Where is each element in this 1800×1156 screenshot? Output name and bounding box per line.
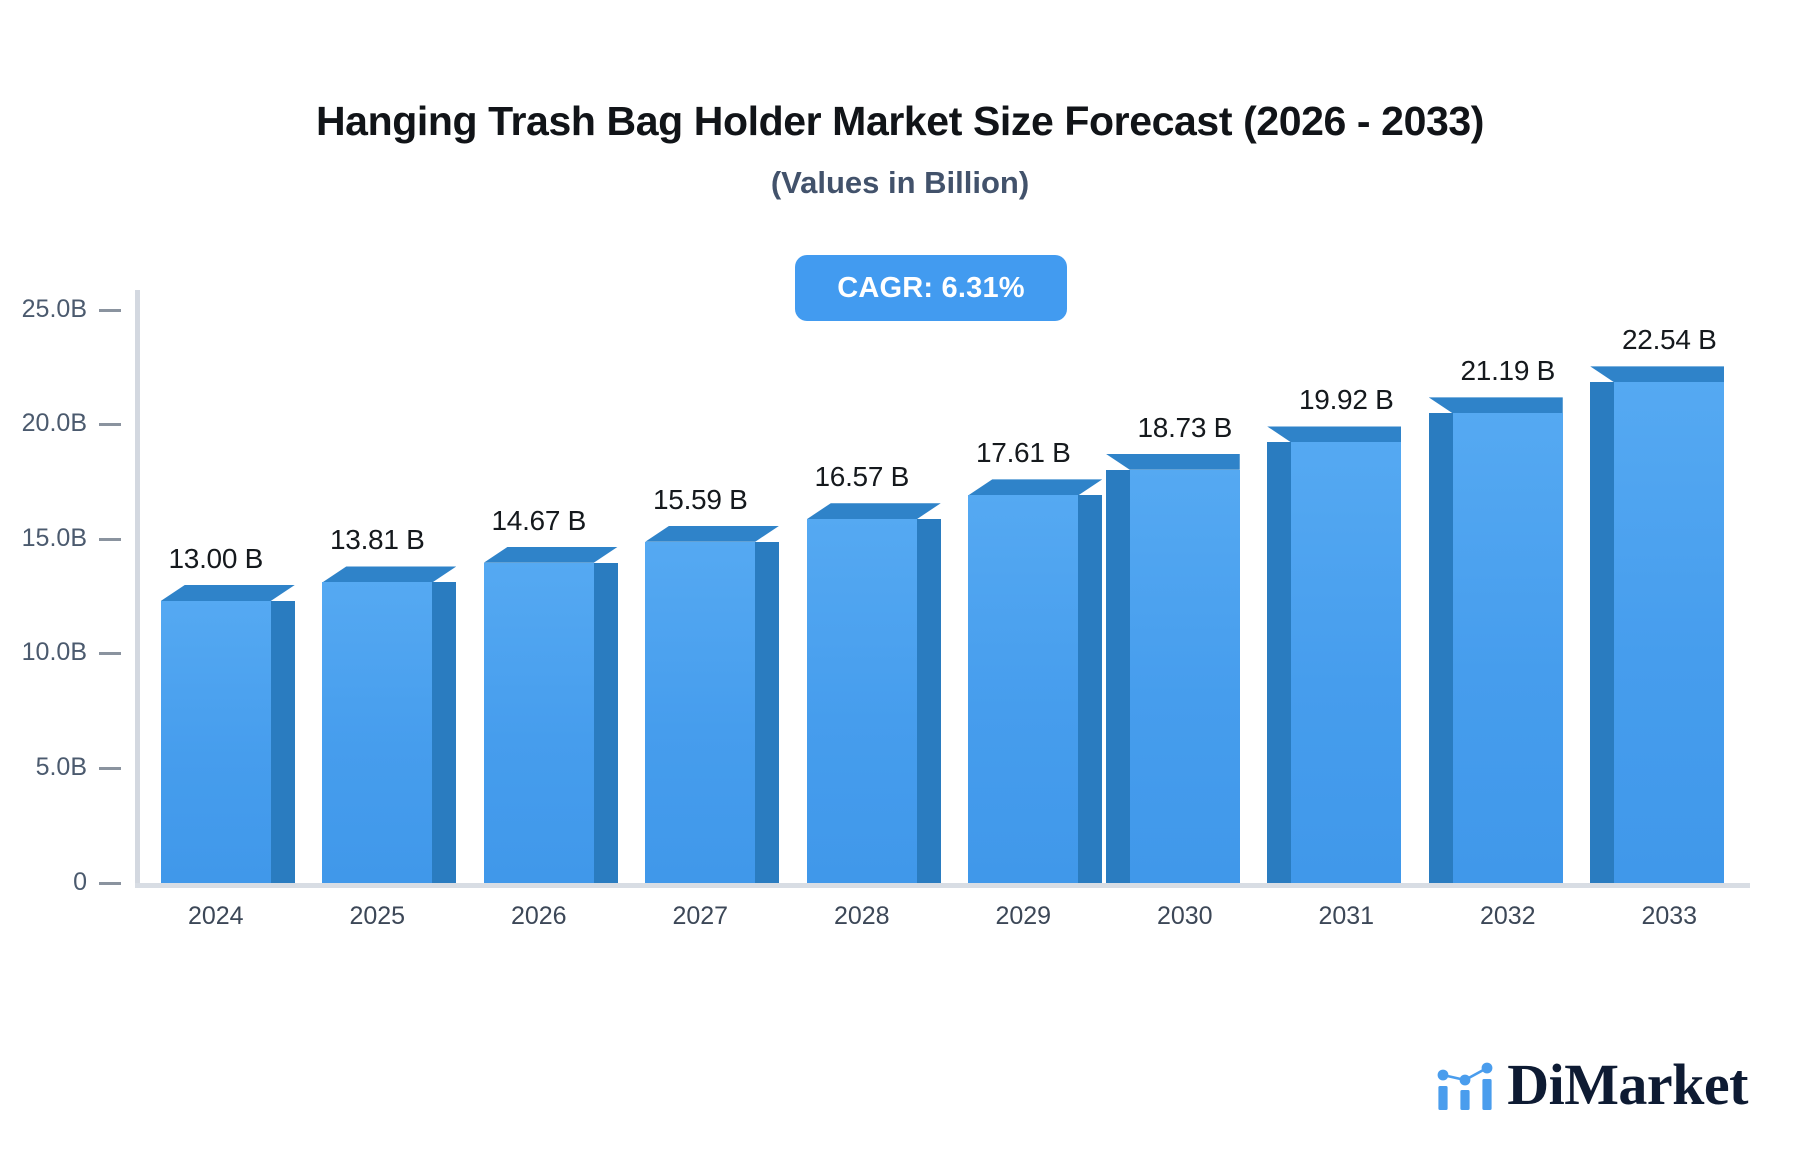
y-axis-tick-mark	[99, 881, 121, 885]
bar-side-face	[432, 582, 457, 883]
bar-side-face	[593, 562, 618, 883]
bar-front-face	[645, 541, 756, 883]
bar-side-face	[1590, 382, 1615, 883]
y-axis-tick-label: 5.0B	[35, 752, 87, 781]
x-axis-label: 2024	[187, 902, 244, 930]
x-axis-label: 2032	[1479, 902, 1536, 930]
y-axis-tick-label: 25.0B	[21, 294, 87, 323]
page-subtitle: (Values in Billion)	[770, 165, 1030, 200]
page-title: Hanging Trash Bag Holder Market Size For…	[315, 98, 1485, 144]
bar-top-face	[645, 525, 780, 542]
bar-front-face	[1129, 469, 1240, 883]
x-axis-label: 2028	[833, 902, 890, 930]
bar-front-face	[1452, 413, 1563, 883]
bar-top-face	[1267, 426, 1402, 443]
bar-front-face	[160, 601, 271, 883]
bar-front-face	[968, 495, 1079, 883]
bar-front-face	[1291, 442, 1402, 883]
y-axis-tick-mark	[99, 423, 121, 427]
bar-value-label: 13.81 B	[330, 524, 425, 556]
bar-top-face	[160, 585, 295, 602]
x-axis-label: 2027	[672, 902, 729, 930]
x-axis-line	[135, 883, 1750, 888]
cagr-badge: CAGR: 6.31%	[795, 255, 1067, 321]
bar-side-face	[755, 541, 780, 883]
bar-top-face	[1590, 366, 1725, 383]
bar-value-label: 13.00 B	[168, 543, 264, 575]
x-axis-label: 2031	[1318, 902, 1375, 930]
bar-front-face	[806, 519, 917, 883]
x-axis-label: 2033	[1641, 902, 1698, 930]
bar-front-face	[483, 562, 594, 883]
y-axis-tick-mark	[99, 537, 121, 541]
y-axis-tick-mark	[99, 766, 121, 770]
bar-side-face	[270, 601, 295, 883]
bar-value-label: 15.59 B	[653, 483, 748, 515]
y-axis-tick-mark	[99, 308, 121, 312]
bar-top-face	[1428, 397, 1563, 414]
bar-side-face	[916, 519, 941, 883]
bar-top-face	[483, 546, 618, 563]
y-axis-tick-label: 15.0B	[21, 523, 87, 552]
cagr-badge-label: CAGR: 6.31%	[837, 271, 1025, 304]
x-axis-label: 2026	[510, 902, 567, 930]
bar-chart-icon	[1437, 1062, 1493, 1110]
bar-top-face	[322, 566, 457, 583]
bar-value-label: 17.61 B	[976, 437, 1071, 469]
bar-front-face	[1614, 382, 1725, 883]
bar-front-face	[322, 582, 433, 883]
bar-value-label: 18.73 B	[1137, 411, 1233, 443]
y-axis-tick-mark	[99, 652, 121, 656]
bar-top-face	[806, 503, 941, 520]
x-axis-label: 2025	[349, 902, 406, 930]
y-axis-tick-label: 0	[73, 867, 87, 896]
y-axis-line	[135, 290, 140, 888]
bar-value-label: 22.54 B	[1622, 324, 1717, 356]
bar-side-face	[1078, 495, 1103, 883]
x-axis-label: 2029	[995, 902, 1052, 930]
x-axis-label: 2030	[1156, 902, 1213, 930]
bar-side-face	[1105, 469, 1130, 883]
plot-area: 25.0B 20.0B 15.0B 10.0B 5.0B 0 13.00 B 13.81 B…	[22, 290, 1750, 930]
bar-side-face	[1267, 442, 1292, 883]
logo-text: DiMarket	[1507, 1052, 1748, 1117]
bar-value-label: 16.57 B	[814, 461, 910, 493]
brand-logo: DiMarket	[1436, 1056, 1748, 1114]
bar-value-label: 19.92 B	[1299, 384, 1394, 416]
bar-value-label: 14.67 B	[491, 504, 587, 536]
bar-top-face	[968, 479, 1103, 496]
bar-side-face	[1428, 413, 1453, 883]
bar-value-label: 21.19 B	[1460, 355, 1556, 387]
y-axis-tick-label: 10.0B	[21, 638, 87, 667]
bar-top-face	[1105, 453, 1240, 470]
y-axis-tick-label: 20.0B	[21, 409, 87, 438]
